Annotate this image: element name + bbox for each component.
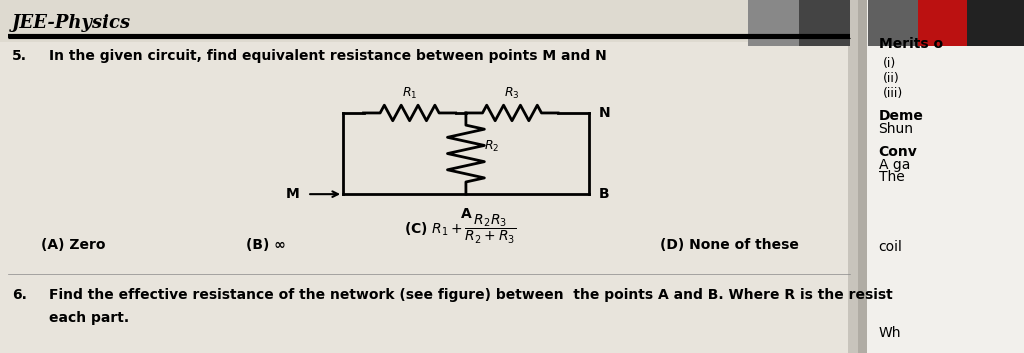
Text: $R_2$: $R_2$ [484, 139, 500, 154]
Bar [865, 0, 1024, 353]
Text: 6.: 6. [12, 288, 28, 302]
Text: coil: coil [879, 240, 902, 254]
Text: (iii): (iii) [883, 87, 903, 100]
Bar [918, 0, 967, 46]
Text: N: N [599, 106, 610, 120]
Bar [848, 0, 858, 353]
Bar [0, 0, 881, 42]
Text: each part.: each part. [49, 311, 129, 325]
Text: B: B [599, 187, 609, 201]
Bar [748, 0, 799, 46]
Text: (B) ∞: (B) ∞ [246, 238, 286, 252]
Text: Merits o: Merits o [879, 37, 943, 51]
Bar [855, 0, 867, 353]
Text: (ii): (ii) [883, 72, 899, 85]
Text: M: M [286, 187, 299, 201]
Text: A ga: A ga [879, 158, 910, 172]
Bar [868, 0, 918, 46]
Text: (C) $R_1 + \dfrac{R_2R_3}{R_2+R_3}$: (C) $R_1 + \dfrac{R_2R_3}{R_2+R_3}$ [404, 213, 517, 246]
Text: A: A [461, 207, 471, 221]
Text: Shun: Shun [879, 122, 913, 136]
Text: $R_1$: $R_1$ [401, 85, 418, 101]
Text: (A) Zero: (A) Zero [41, 238, 105, 252]
Text: Find the effective resistance of the network (see figure) between  the points A : Find the effective resistance of the net… [49, 288, 893, 302]
Bar [967, 0, 1024, 46]
Text: $R_3$: $R_3$ [504, 85, 520, 101]
Text: (i): (i) [883, 57, 896, 70]
Text: 5.: 5. [12, 49, 28, 64]
Text: Conv: Conv [879, 145, 918, 159]
Text: In the given circuit, find equivalent resistance between points M and N: In the given circuit, find equivalent re… [49, 49, 607, 64]
Text: Wh: Wh [879, 325, 901, 340]
Text: (D) None of these: (D) None of these [660, 238, 800, 252]
Text: The: The [879, 170, 904, 184]
Text: JEE-Physics: JEE-Physics [12, 14, 131, 32]
Bar [799, 0, 850, 46]
Text: Deme: Deme [879, 109, 924, 123]
